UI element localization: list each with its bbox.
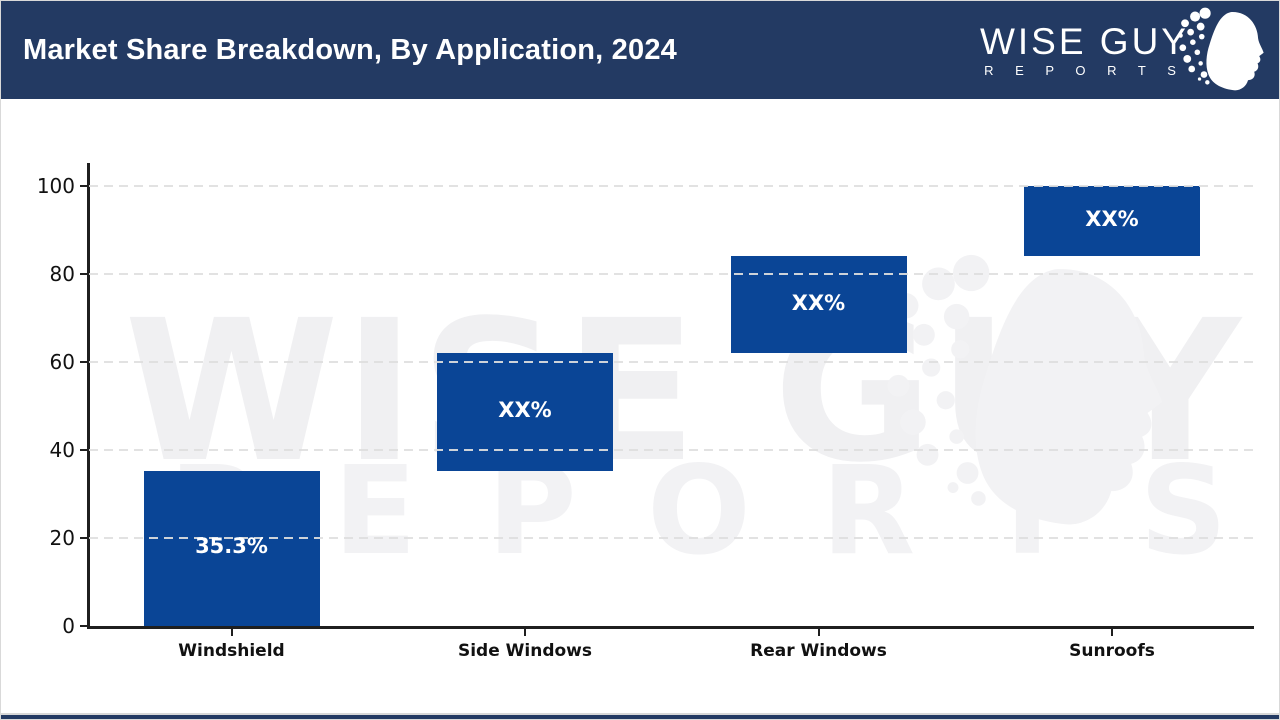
y-axis-tick: [80, 185, 88, 187]
y-axis-tick-label: 40: [49, 438, 75, 462]
bar-value-label-rear-windows: XX%: [791, 290, 846, 315]
bar-side-windows: [437, 353, 613, 471]
wiseguy-logo-text: WISE GUY R E P O R T S: [980, 23, 1189, 77]
bar-value-label-side-windows: XX%: [498, 397, 552, 422]
bar-rear-windows: [730, 256, 907, 354]
y-axis-tick: [80, 449, 88, 451]
x-axis-category-rear-windows: Rear Windows: [750, 641, 887, 661]
x-axis-tick: [524, 628, 526, 636]
watermark-head-icon: [883, 254, 1163, 525]
y-axis-tick: [80, 537, 88, 539]
x-axis-line: [87, 626, 1254, 629]
footer-bar: [1, 713, 1279, 719]
x-axis-tick: [817, 628, 820, 636]
bar-value-label-windshield: 35.3%: [195, 534, 268, 559]
y-axis-tick-label: 0: [62, 614, 75, 638]
y-axis-tick-label: 60: [49, 350, 75, 374]
wiseguy-logo: WISE GUY R E P O R T S: [980, 7, 1267, 93]
bar-windshield: [143, 470, 320, 626]
y-axis-tick: [80, 273, 88, 275]
y-axis-tick-label: 100: [36, 174, 75, 198]
y-axis-tick: [80, 625, 88, 627]
logo-line2: R E P O R T S: [984, 63, 1185, 78]
y-axis-tick: [80, 361, 88, 363]
x-axis-category-sunroofs: Sunroofs: [1069, 641, 1155, 661]
header-bar: Market Share Breakdown, By Application, …: [1, 1, 1279, 99]
y-axis-tick-label: 80: [49, 262, 75, 286]
bar-sunroofs: [1024, 186, 1200, 257]
bar-value-label-sunroofs: XX%: [1085, 207, 1139, 232]
page-title: Market Share Breakdown, By Application, …: [23, 33, 677, 66]
y-axis-line: [87, 163, 90, 628]
x-axis-tick: [230, 628, 233, 636]
y-axis-tick-label: 20: [49, 526, 75, 550]
wiseguy-head-icon: [1178, 7, 1264, 91]
x-axis-category-windshield: Windshield: [178, 641, 285, 661]
x-axis-tick: [1111, 628, 1113, 636]
logo-line1: WISE GUY: [979, 21, 1189, 62]
x-axis-category-side-windows: Side Windows: [457, 641, 593, 661]
